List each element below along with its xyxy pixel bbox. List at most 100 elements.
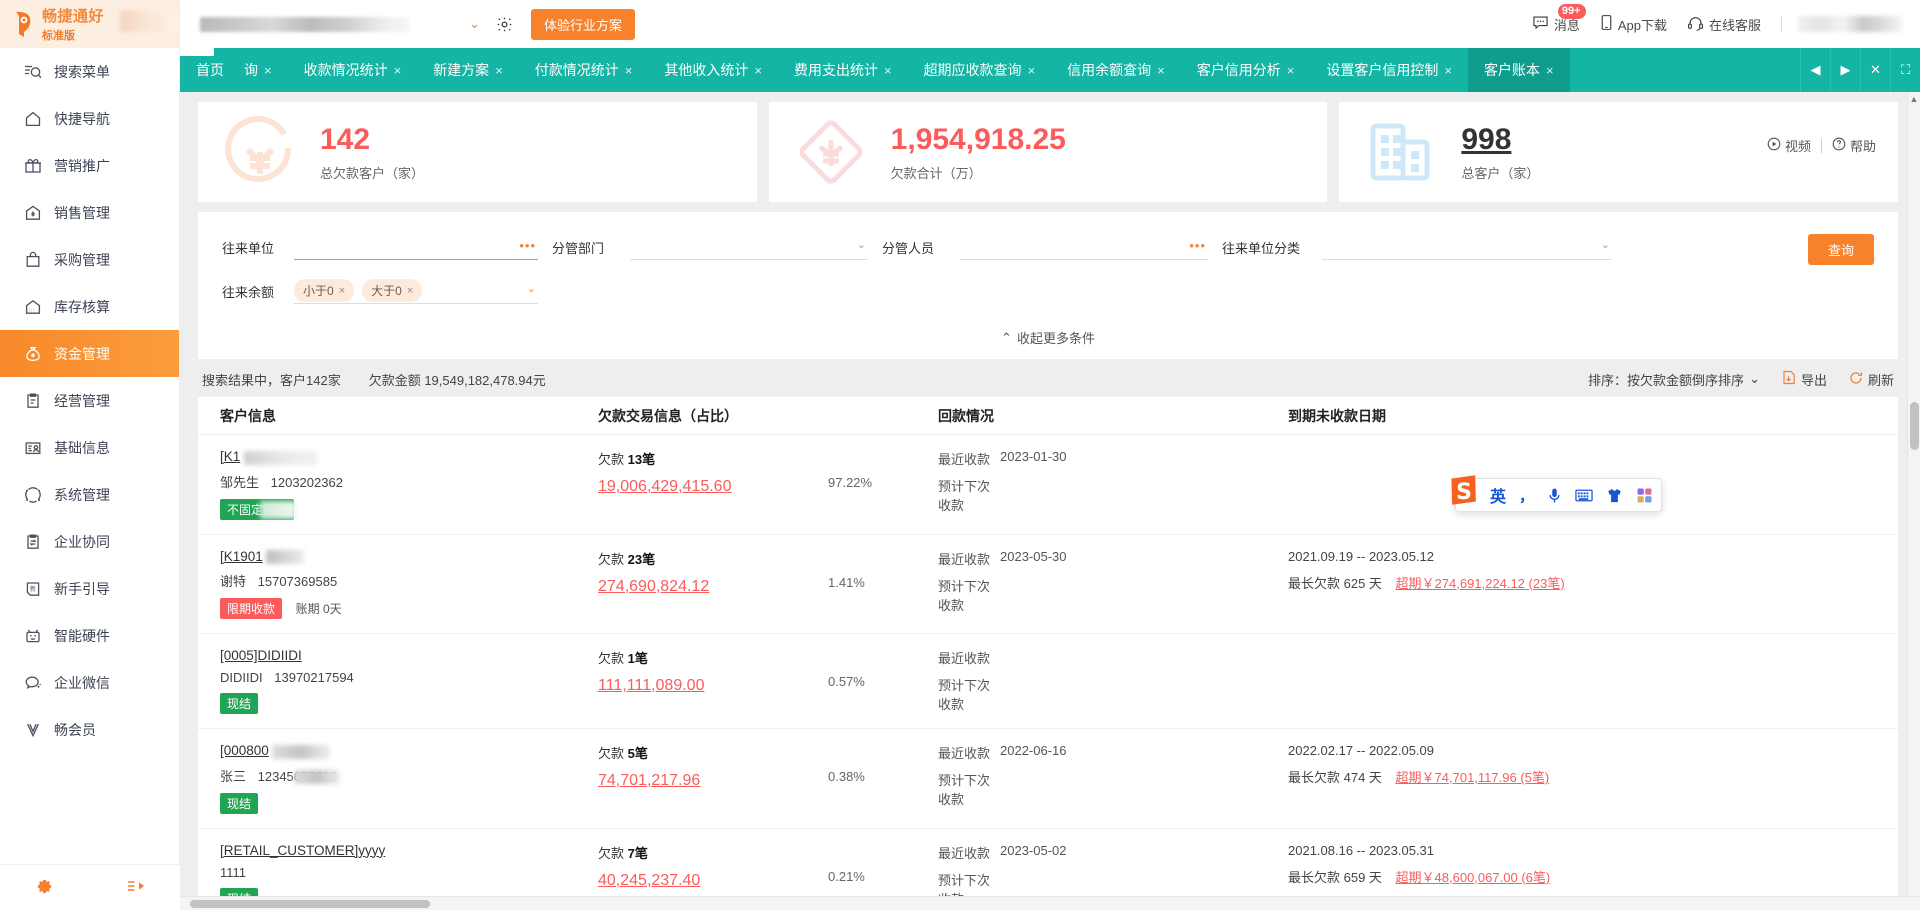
scrollbar-thumb[interactable] <box>1910 402 1919 450</box>
sidebar-item-member[interactable]: 畅会员 <box>0 706 179 753</box>
customer-code[interactable]: [K1901 <box>220 548 263 564</box>
close-icon[interactable]: × <box>495 62 503 78</box>
query-button[interactable]: 查询 <box>1807 234 1874 265</box>
close-icon[interactable]: ✕ <box>1860 48 1890 92</box>
help-link[interactable]: 帮助 <box>1832 136 1876 155</box>
customer-code[interactable]: [K1 <box>220 449 241 464</box>
collapse-more-conditions-button[interactable]: ⌃ 收起更多条件 <box>222 322 1874 359</box>
close-icon[interactable]: × <box>1444 62 1452 78</box>
tab-credit-balance-query[interactable]: 信用余额查询 × <box>1051 48 1181 92</box>
sidebar-item-operations[interactable]: 经营管理 <box>0 377 179 424</box>
sort-selector[interactable]: 排序：按欠款金额倒序排序 ⌄ <box>1588 370 1760 389</box>
ellipsis-icon[interactable]: ••• <box>1189 238 1206 253</box>
close-icon[interactable]: × <box>1027 62 1036 78</box>
microphone-icon[interactable] <box>1547 487 1562 504</box>
tab-other-income-statistics[interactable]: 其他收入统计 × <box>648 48 778 92</box>
owner-input[interactable]: ••• <box>960 234 1208 260</box>
tab-payment-statistics[interactable]: 付款情况统计 × <box>519 48 649 92</box>
vertical-scrollbar[interactable]: ▲ <box>1907 92 1920 910</box>
close-icon[interactable]: × <box>1286 62 1295 78</box>
tab-overdue-receivable-query[interactable]: 超期应收款查询 × <box>908 48 1052 92</box>
close-icon[interactable]: × <box>393 62 402 78</box>
chevron-down-icon[interactable]: ⌄ <box>856 239 866 251</box>
debt-amount-link[interactable]: 19,006,429,415.60 <box>598 478 732 495</box>
close-icon[interactable]: × <box>338 284 346 297</box>
ellipsis-icon[interactable]: ••• <box>519 238 536 253</box>
tab-receipt-statistics[interactable]: 收款情况统计 × <box>288 48 418 92</box>
close-icon[interactable]: × <box>406 284 414 297</box>
table-row[interactable]: [K1901 谢特 15707369585 限期收款 账期 0天 <box>198 535 1898 635</box>
overdue-amount-link[interactable]: 超期￥74,701,117.96 (5笔) <box>1395 770 1550 786</box>
export-button[interactable]: 导出 <box>1782 370 1827 389</box>
gear-solid-icon[interactable] <box>36 878 53 898</box>
tab-customer-ledger[interactable]: 客户账本 × <box>1467 48 1570 92</box>
chevron-down-icon[interactable]: ⌄ <box>1600 239 1610 251</box>
table-row[interactable]: [0005]DIDIIDI DIDIIDI 13970217594 现结 <box>198 634 1898 730</box>
tab-customer-credit-analysis[interactable]: 客户信用分析 × <box>1181 48 1311 92</box>
sidebar-item-sales[interactable]: 销售管理 <box>0 189 179 236</box>
sidebar-item-quick-nav[interactable]: 快捷导航 <box>0 95 179 142</box>
sidebar-item-search-menu[interactable]: 搜索菜单 <box>0 48 179 95</box>
sogou-ime-toolbar[interactable]: S 英 ， <box>1451 475 1663 512</box>
debt-amount-link[interactable]: 111,111,089.00 <box>598 677 705 695</box>
experience-industry-solution-button[interactable]: 体验行业方案 <box>531 8 636 40</box>
filter-chip[interactable]: 大于0 × <box>362 279 423 302</box>
filter-chip[interactable]: 小于0 × <box>294 279 355 302</box>
tab-home[interactable]: 首页 <box>180 48 228 92</box>
toolbox-icon[interactable] <box>1636 487 1653 504</box>
counterparty-input[interactable]: ••• <box>294 234 538 260</box>
table-row[interactable]: [K1 邹先生 1203202362 不固定账期 <box>198 435 1898 535</box>
scrollbar-thumb[interactable] <box>190 900 430 908</box>
counterparty-category-select[interactable]: ⌄ <box>1322 234 1612 260</box>
fullscreen-icon[interactable]: ⛶ <box>1890 48 1920 92</box>
keyboard-icon[interactable] <box>1575 488 1593 503</box>
horizontal-scrollbar[interactable] <box>180 896 1920 910</box>
arrow-left-icon[interactable]: ◀ <box>1800 48 1830 92</box>
org-switcher[interactable]: ⌄ <box>200 10 480 38</box>
customer-code[interactable]: [0005]DIDIIDI <box>220 648 302 664</box>
debt-amount-link[interactable]: 274,690,824.12 <box>598 577 710 595</box>
scroll-up-arrow-icon[interactable]: ▲ <box>1909 94 1919 104</box>
balance-multiselect[interactable]: 小于0 × 大于0 × ⌄ <box>294 278 538 304</box>
chevron-down-icon[interactable]: ⌄ <box>526 283 536 295</box>
sidebar-item-inventory[interactable]: 库存核算 <box>0 283 179 330</box>
sidebar-item-purchase[interactable]: 采购管理 <box>0 236 179 283</box>
sogou-logo-icon[interactable]: S <box>1444 469 1486 511</box>
close-icon[interactable]: × <box>883 62 892 78</box>
debt-amount-link[interactable]: 74,701,217.96 <box>598 772 701 790</box>
video-link[interactable]: 视频 <box>1767 136 1811 155</box>
skin-icon[interactable] <box>1606 487 1623 504</box>
table-row[interactable]: [000800 张三 12345678888 现结 <box>198 729 1898 829</box>
close-icon[interactable]: × <box>624 62 633 78</box>
collapse-icon[interactable] <box>127 879 146 896</box>
table-row[interactable]: [RETAIL_CUSTOMER]yyyy 1111 现结 欠款 <box>198 829 1898 910</box>
debt-amount-link[interactable]: 40,245,237.40 <box>598 871 701 889</box>
close-icon[interactable]: × <box>1545 62 1554 78</box>
arrow-right-icon[interactable]: ▶ <box>1830 48 1860 92</box>
close-icon[interactable]: × <box>1157 62 1165 78</box>
app-download-link[interactable]: App下载 <box>1600 14 1667 34</box>
tab-expense-statistics[interactable]: 费用支出统计 × <box>778 48 908 92</box>
overdue-amount-link[interactable]: 超期￥274,691,224.12 (23笔) <box>1395 575 1565 591</box>
online-support-link[interactable]: 在线客服 <box>1687 15 1761 34</box>
sidebar-item-marketing[interactable]: 营销推广 <box>0 142 179 189</box>
tab-query[interactable]: 询 × <box>228 48 288 92</box>
sidebar-item-newbie-guide[interactable]: 新 新手引导 <box>0 565 179 612</box>
sidebar-item-funds[interactable]: 资金管理 <box>0 330 179 377</box>
sidebar-item-system[interactable]: 系统管理 <box>0 471 179 518</box>
english-mode-icon[interactable]: 英 <box>1490 489 1507 506</box>
chevron-down-icon[interactable]: ⌄ <box>469 16 480 31</box>
refresh-button[interactable]: 刷新 <box>1849 370 1894 389</box>
sidebar-item-smart-hardware[interactable]: 智能硬件 <box>0 612 179 659</box>
customer-code[interactable]: [RETAIL_CUSTOMER]yyyy <box>220 842 386 858</box>
overdue-amount-link[interactable]: 超期￥48,600,067.00 (6笔) <box>1395 869 1551 885</box>
sidebar-item-collaboration[interactable]: 企业协同 <box>0 518 179 565</box>
sidebar-item-basic-info[interactable]: 基础信息 <box>0 424 179 471</box>
punctuation-icon[interactable]: ， <box>1519 487 1535 505</box>
department-select[interactable]: ⌄ <box>630 234 868 260</box>
close-icon[interactable]: × <box>264 62 272 78</box>
brand-header[interactable]: 畅捷通好 标准版 <box>0 0 179 48</box>
gear-icon[interactable] <box>496 16 513 33</box>
user-name-masked[interactable] <box>1798 16 1902 32</box>
tab-new-scheme[interactable]: 新建方案 × <box>417 48 519 92</box>
